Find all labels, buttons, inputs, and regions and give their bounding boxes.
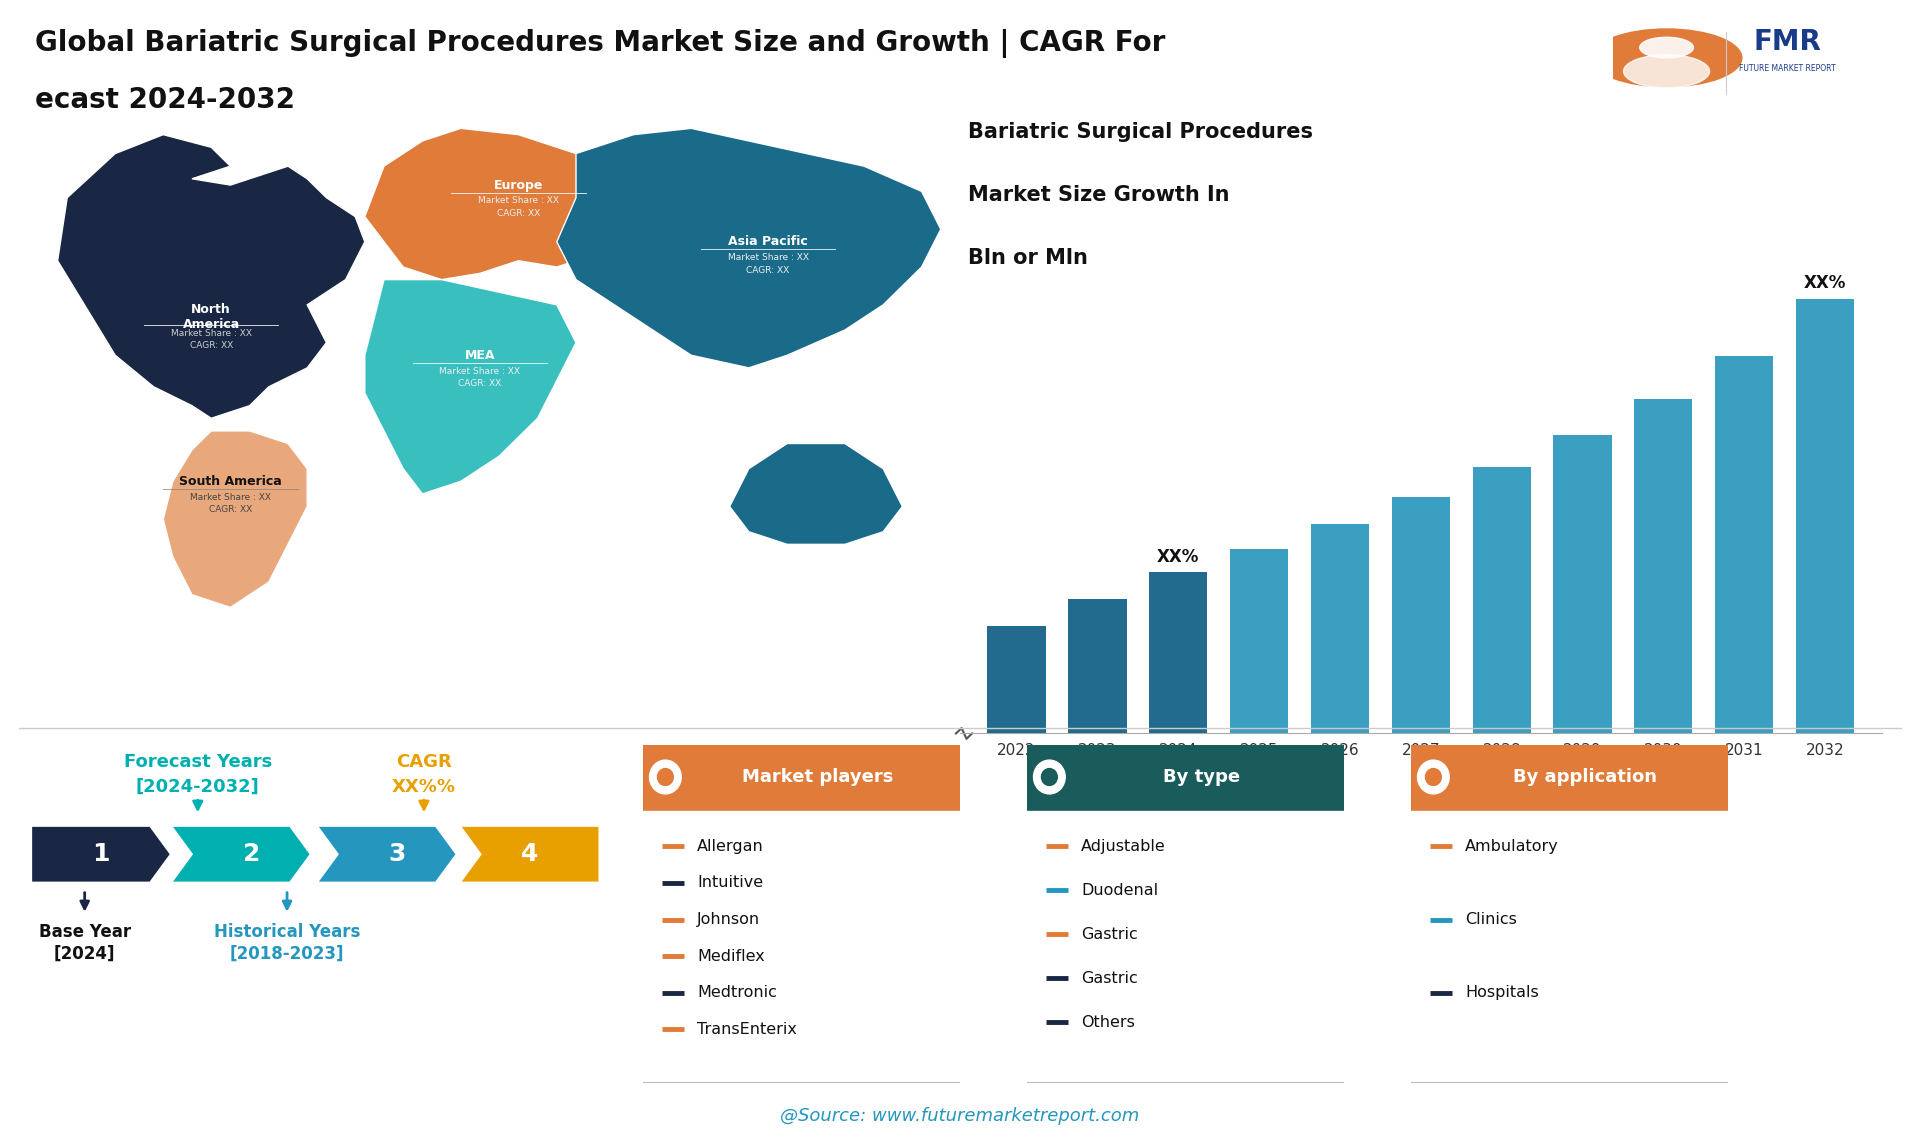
FancyBboxPatch shape bbox=[1023, 806, 1348, 1083]
Text: TransEnterix: TransEnterix bbox=[697, 1022, 797, 1037]
Circle shape bbox=[1624, 55, 1709, 88]
Polygon shape bbox=[58, 134, 365, 418]
Text: 4: 4 bbox=[520, 842, 538, 866]
FancyBboxPatch shape bbox=[1023, 744, 1348, 811]
Circle shape bbox=[1033, 760, 1066, 794]
Bar bbox=[1795, 299, 1855, 733]
Text: Clinics: Clinics bbox=[1465, 912, 1517, 927]
Polygon shape bbox=[317, 826, 457, 882]
Text: Johnson: Johnson bbox=[697, 912, 760, 927]
Polygon shape bbox=[459, 826, 599, 882]
Text: ecast 2024-2032: ecast 2024-2032 bbox=[35, 86, 294, 113]
Circle shape bbox=[1425, 769, 1442, 785]
Text: XX%: XX% bbox=[1803, 274, 1847, 292]
Text: CAGR: XX: CAGR: XX bbox=[497, 209, 540, 218]
Text: Gastric: Gastric bbox=[1081, 971, 1139, 986]
Text: Forecast Years: Forecast Years bbox=[123, 753, 273, 771]
Text: [2024-2032]: [2024-2032] bbox=[136, 778, 259, 795]
Text: Ambulatory: Ambulatory bbox=[1465, 839, 1559, 854]
Text: Market Share : XX: Market Share : XX bbox=[478, 196, 559, 205]
Text: South America: South America bbox=[179, 474, 282, 488]
Text: 3: 3 bbox=[388, 842, 405, 866]
Bar bbox=[1311, 524, 1369, 733]
Text: Market Share : XX: Market Share : XX bbox=[171, 329, 252, 338]
Circle shape bbox=[1041, 769, 1058, 785]
Text: Allergan: Allergan bbox=[697, 839, 764, 854]
FancyBboxPatch shape bbox=[1407, 806, 1732, 1083]
Text: FMR: FMR bbox=[1753, 29, 1822, 56]
Text: Global Bariatric Surgical Procedures Market Size and Growth | CAGR For: Global Bariatric Surgical Procedures Mar… bbox=[35, 29, 1165, 57]
Text: Duodenal: Duodenal bbox=[1081, 882, 1158, 897]
FancyBboxPatch shape bbox=[639, 806, 964, 1083]
Text: Intuitive: Intuitive bbox=[697, 876, 762, 890]
Circle shape bbox=[649, 760, 682, 794]
Bar bbox=[987, 626, 1046, 733]
Bar bbox=[1150, 573, 1208, 733]
Text: Medtronic: Medtronic bbox=[697, 986, 778, 1000]
Text: Base Year: Base Year bbox=[38, 924, 131, 941]
Text: Gastric: Gastric bbox=[1081, 927, 1139, 942]
Text: MEA: MEA bbox=[465, 348, 495, 362]
Circle shape bbox=[1592, 29, 1741, 87]
Text: CAGR: XX: CAGR: XX bbox=[459, 379, 501, 388]
Polygon shape bbox=[730, 444, 902, 544]
Text: @Source: www.futuremarketreport.com: @Source: www.futuremarketreport.com bbox=[780, 1107, 1140, 1125]
Text: Others: Others bbox=[1081, 1014, 1135, 1029]
Polygon shape bbox=[365, 128, 634, 280]
Polygon shape bbox=[163, 431, 307, 607]
Text: CAGR: XX: CAGR: XX bbox=[747, 266, 789, 275]
FancyBboxPatch shape bbox=[639, 744, 964, 811]
Text: 2: 2 bbox=[242, 842, 259, 866]
Text: Bariatric Surgical Procedures: Bariatric Surgical Procedures bbox=[968, 121, 1313, 142]
Text: XX%%: XX%% bbox=[392, 778, 455, 795]
Text: Asia Pacific: Asia Pacific bbox=[728, 235, 808, 249]
Text: Mediflex: Mediflex bbox=[697, 949, 764, 964]
Text: [2018-2023]: [2018-2023] bbox=[230, 944, 344, 963]
Bar bbox=[1231, 549, 1288, 733]
Polygon shape bbox=[31, 826, 171, 882]
Polygon shape bbox=[171, 826, 311, 882]
Text: By application: By application bbox=[1513, 768, 1657, 786]
Circle shape bbox=[657, 769, 674, 785]
Text: Adjustable: Adjustable bbox=[1081, 839, 1165, 854]
Text: FUTURE MARKET REPORT: FUTURE MARKET REPORT bbox=[1740, 64, 1836, 72]
FancyBboxPatch shape bbox=[1407, 744, 1732, 811]
Text: Europe: Europe bbox=[493, 179, 543, 191]
Text: Market Share : XX: Market Share : XX bbox=[190, 493, 271, 502]
Text: Market Size Growth In: Market Size Growth In bbox=[968, 185, 1229, 205]
Text: CAGR: XX: CAGR: XX bbox=[209, 505, 252, 515]
Polygon shape bbox=[557, 128, 941, 368]
Bar bbox=[1392, 497, 1450, 733]
Text: Market Share : XX: Market Share : XX bbox=[440, 367, 520, 376]
Text: [2024]: [2024] bbox=[54, 944, 115, 963]
Bar bbox=[1634, 399, 1692, 733]
Bar bbox=[1553, 435, 1611, 733]
Polygon shape bbox=[365, 280, 576, 494]
Circle shape bbox=[1417, 760, 1450, 794]
Text: CAGR: XX: CAGR: XX bbox=[190, 342, 232, 351]
Text: Bln or Mln: Bln or Mln bbox=[968, 248, 1089, 268]
Text: By type: By type bbox=[1164, 768, 1240, 786]
Bar bbox=[1068, 599, 1127, 733]
Text: CAGR: CAGR bbox=[396, 753, 451, 771]
Text: Market players: Market players bbox=[741, 768, 893, 786]
Text: XX%: XX% bbox=[1158, 548, 1200, 566]
Text: North
America: North America bbox=[182, 304, 240, 331]
Text: Historical Years: Historical Years bbox=[213, 924, 361, 941]
Circle shape bbox=[1640, 37, 1693, 57]
Text: Market Share : XX: Market Share : XX bbox=[728, 253, 808, 262]
Text: Hospitals: Hospitals bbox=[1465, 986, 1538, 1000]
Bar bbox=[1473, 468, 1530, 733]
Text: 1: 1 bbox=[92, 842, 109, 866]
Bar bbox=[1715, 355, 1774, 733]
